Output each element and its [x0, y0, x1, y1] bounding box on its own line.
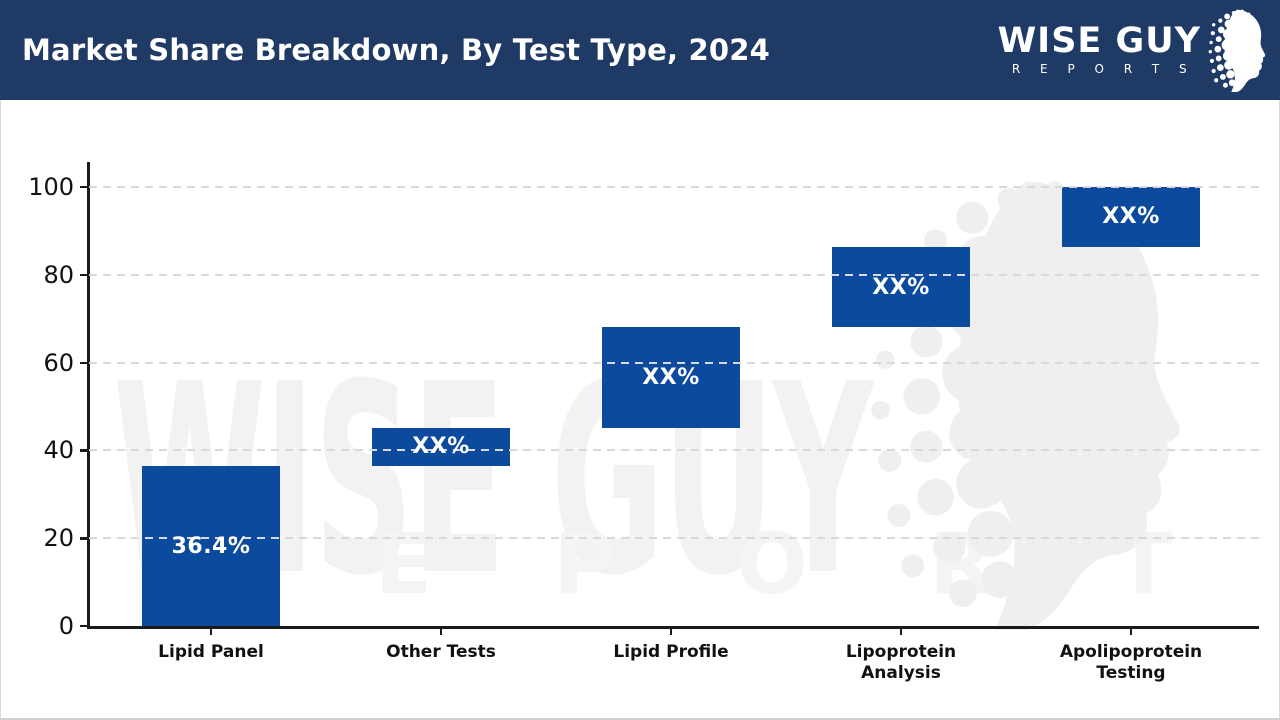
logo-text: WISE GUY R E P O R T S [997, 21, 1201, 77]
y-axis [87, 162, 90, 628]
chart-gridline [89, 273, 1259, 276]
bar-lipid-panel [142, 466, 280, 626]
category-label-lipid-profile: Lipid Profile [613, 642, 729, 662]
y-tick-label: 80 [43, 260, 74, 289]
bar-value-label: XX% [642, 365, 700, 390]
x-tick-mark [210, 628, 213, 635]
category-label-lipid-panel: Lipid Panel [158, 642, 264, 662]
x-tick-mark [1130, 628, 1133, 635]
chart-canvas: WISE GUY R E P O R T S 0 20 40 60 80 100 36.4%… [0, 100, 1280, 720]
x-tick-mark [900, 628, 903, 635]
bar-value-label: 36.4% [171, 533, 251, 559]
category-label-other-tests: Other Tests [386, 642, 496, 662]
y-tick-mark [80, 537, 89, 540]
bar-lipoprotein-analysis [832, 246, 970, 328]
y-tick-label: 100 [28, 173, 74, 201]
bar-value-label: XX% [1102, 204, 1160, 230]
y-tick-mark [80, 449, 89, 452]
chart-gridline [89, 537, 1259, 540]
bar-value-label: XX% [412, 434, 470, 460]
y-tick-label: 20 [43, 524, 74, 553]
chart-gridline [89, 186, 1259, 188]
x-tick-mark [440, 628, 443, 635]
logo-subtitle: R E P O R T S [1011, 62, 1195, 76]
y-tick-label: 40 [43, 436, 74, 465]
y-tick-mark [80, 361, 89, 364]
page-title: Market Share Breakdown, By Test Type, 20… [22, 33, 771, 67]
logo-wordmark: WISE GUY [997, 21, 1201, 61]
category-label-lipoprotein-analysis: Lipoprotein Analysis [845, 642, 957, 684]
chart-gridline [89, 361, 1259, 364]
waterfall-chart: 0 20 40 60 80 100 36.4% Lipid Panel XX% Other Tes… [1, 100, 1279, 718]
y-tick-mark [80, 273, 89, 277]
chart-gridline [89, 449, 1259, 452]
logo-face-icon [1205, 8, 1266, 92]
wise-guy-logo: WISE GUY R E P O R T S [998, 8, 1266, 92]
bar-apolipoprotein-testing [1062, 187, 1200, 247]
bar-lipid-profile [602, 327, 740, 428]
header-bar: Market Share Breakdown, By Test Type, 20… [0, 0, 1280, 100]
bar-other-tests [372, 427, 510, 467]
y-tick-mark [80, 625, 89, 628]
x-tick-mark [670, 628, 673, 635]
category-label-apolipoprotein-testing: Apolipoprotein Testing [1059, 642, 1203, 684]
y-tick-label: 60 [43, 348, 74, 377]
y-tick-mark [80, 186, 89, 189]
bar-value-label: XX% [872, 274, 930, 300]
y-tick-label: 0 [58, 612, 74, 640]
x-axis [87, 626, 1259, 629]
